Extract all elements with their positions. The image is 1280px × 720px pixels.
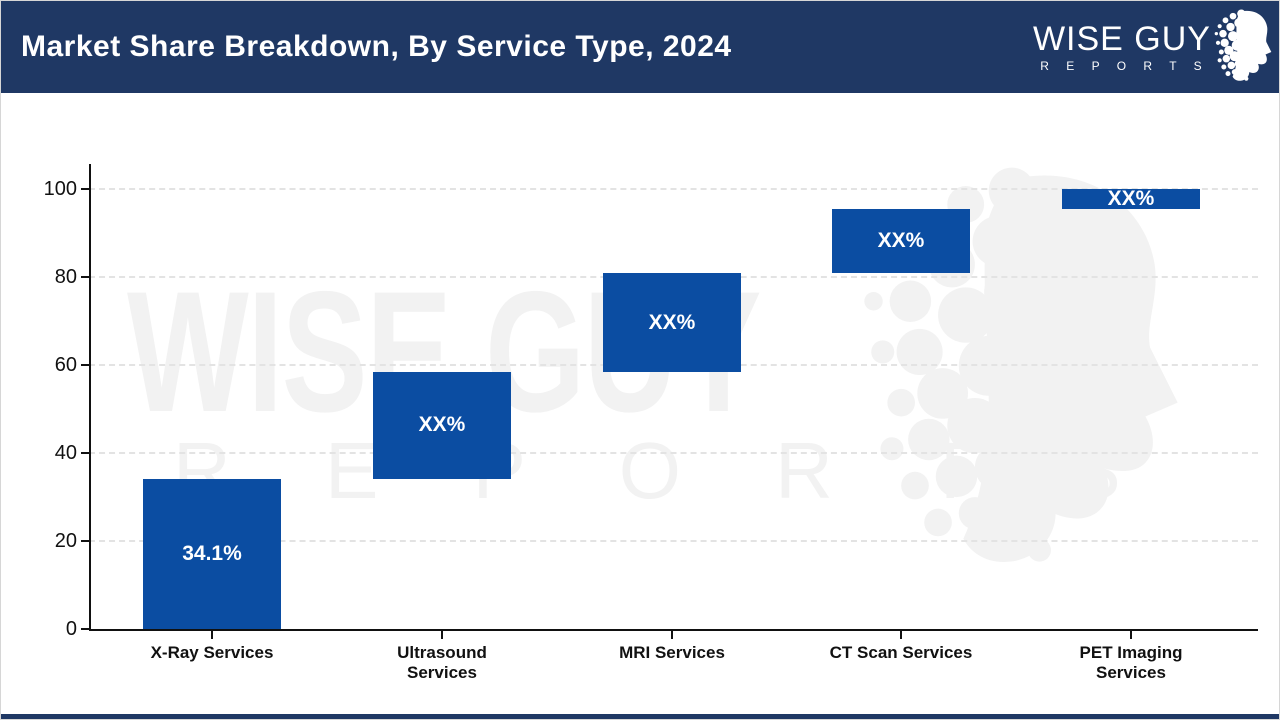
y-axis-tick-label: 40 [54, 441, 77, 464]
bar-value-label: XX% [877, 229, 925, 253]
bar-value-label: XX% [1107, 186, 1155, 210]
bar-value-label: XX% [648, 310, 696, 334]
x-axis-tick [900, 631, 902, 639]
bar-value-label: XX% [418, 413, 466, 437]
y-axis-tick-label: 80 [54, 265, 77, 288]
x-axis-line [89, 629, 1258, 631]
category-label-line: X-Ray Services [150, 643, 274, 662]
category-label-line: MRI Services [619, 643, 725, 662]
bar-value-label: 34.1% [182, 541, 242, 565]
gridline [89, 451, 1258, 454]
gridline [89, 187, 1258, 190]
y-axis-tick [81, 363, 89, 366]
brand-name: WISE GUY [1032, 19, 1211, 58]
category-label: MRI Services [562, 643, 782, 663]
bar-segment: XX% [832, 209, 970, 274]
category-label-line: Services [407, 663, 477, 682]
y-axis-tick [81, 539, 89, 542]
category-label-line: Ultrasound [397, 643, 487, 662]
category-label: PET Imaging Services [1021, 643, 1241, 683]
y-axis-tick-label: 100 [43, 177, 77, 200]
category-label-line: Services [1096, 663, 1166, 682]
brand-subtitle: R E P O R T S [1040, 58, 1209, 73]
y-axis-line [89, 164, 91, 631]
brand-dotted-head-icon [1213, 6, 1273, 88]
bar-segment: 34.1% [143, 478, 281, 629]
gridline [89, 539, 1258, 542]
header-bar: Market Share Breakdown, By Service Type,… [1, 1, 1279, 93]
x-axis-tick [671, 631, 673, 639]
bar-segment: XX% [603, 273, 741, 373]
y-axis-tick [81, 187, 89, 190]
footer-bar [1, 714, 1279, 719]
category-label-line: PET Imaging [1079, 643, 1183, 662]
y-axis-tick-label: 60 [54, 353, 77, 376]
page-title: Market Share Breakdown, By Service Type,… [21, 30, 732, 63]
y-axis-tick [81, 275, 89, 278]
category-label: CT Scan Services [791, 643, 1011, 663]
category-label: X-Ray Services [102, 643, 322, 663]
y-axis-tick-label: 0 [65, 618, 77, 640]
x-axis-tick [1130, 631, 1132, 639]
bar-segment: XX% [373, 372, 511, 479]
brand-logo: WISE GUY R E P O R T S [1033, 3, 1273, 91]
category-label-line: CT Scan Services [829, 643, 973, 662]
y-axis-tick-label: 20 [54, 529, 77, 552]
brand-logo-text: WISE GUY R E P O R T S [1033, 22, 1211, 73]
bar-segment: XX% [1062, 186, 1200, 210]
category-label: Ultrasound Services [332, 643, 552, 683]
x-axis-tick [211, 631, 213, 639]
y-axis-tick [81, 451, 89, 454]
x-axis-tick [441, 631, 443, 639]
y-axis-tick [81, 628, 89, 630]
